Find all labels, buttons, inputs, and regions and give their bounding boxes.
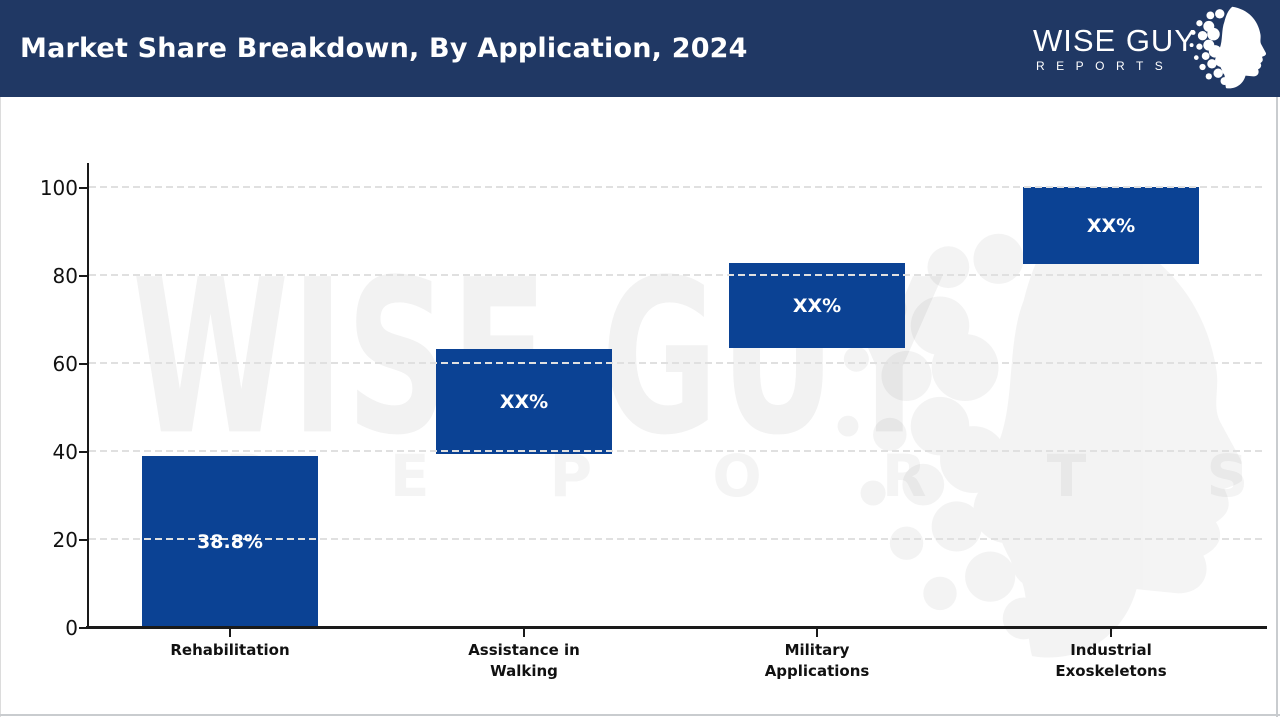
chart-area: WISE GUY R E P O R T S <box>0 97 1280 720</box>
y-tick-label: 40 <box>52 440 78 464</box>
logo-subtitle: REPORTS <box>1035 59 1175 73</box>
y-axis-line <box>87 163 89 629</box>
wiseguy-logo: WISE GUY REPORTS <box>1033 6 1270 92</box>
header-bar: Market Share Breakdown, By Application, … <box>0 0 1280 97</box>
y-tick-mark <box>79 451 87 453</box>
plot: 38.8% XX% XX% XX% Rehabilitation Assistance … <box>0 97 1280 720</box>
y-tick-label: 20 <box>52 528 78 552</box>
y-tick-label: 60 <box>52 352 78 376</box>
watermark-reports: R E P O R T S <box>225 442 1280 510</box>
x-category-label: Assistance in Walking <box>468 641 580 680</box>
figure-border-right <box>1276 97 1278 717</box>
bar-1 <box>436 348 612 455</box>
page-title: Market Share Breakdown, By Application, … <box>20 33 748 64</box>
logo-wordmark: WISE GUY <box>1032 23 1196 58</box>
bar-value-label: XX% <box>499 390 549 413</box>
y-tick-mark <box>79 187 87 189</box>
x-axis-line <box>86 626 1267 629</box>
gridline-y60 <box>89 362 1266 364</box>
y-tick-mark <box>79 627 87 629</box>
logo-text: WISE GUY REPORTS <box>1033 25 1196 73</box>
y-tick-label: 80 <box>52 264 78 288</box>
logo-head-icon <box>1189 6 1267 89</box>
bar-3 <box>1023 187 1199 264</box>
gridline-y40 <box>89 450 1266 452</box>
x-category-label: Industrial Exoskeletons <box>1055 641 1167 680</box>
bar-value-label: 38.8% <box>197 530 263 553</box>
watermark-head-graphic <box>837 221 1242 658</box>
x-category-label: Military Applications <box>764 641 870 680</box>
x-tick-mark <box>1110 629 1112 637</box>
x-tick-mark <box>523 629 525 637</box>
bar-0 <box>142 456 318 627</box>
y-tick-mark <box>79 275 87 277</box>
y-tick-mark <box>79 539 87 541</box>
gridline-y80 <box>89 274 1266 276</box>
bar-2 <box>729 263 905 349</box>
bar-value-label: XX% <box>1086 214 1136 237</box>
y-tick-label: 100 <box>39 176 78 200</box>
y-tick-mark <box>79 363 87 365</box>
y-tick-label: 0 <box>65 616 78 640</box>
x-tick-mark <box>229 629 231 637</box>
gridline-y100 <box>89 186 1266 188</box>
bar-value-label: XX% <box>792 294 842 317</box>
gridline-y20 <box>89 538 1266 540</box>
x-tick-mark <box>816 629 818 637</box>
figure-border-bottom <box>0 714 1280 716</box>
figure-border-left <box>0 97 1 717</box>
x-category-label: Rehabilitation <box>170 641 290 659</box>
